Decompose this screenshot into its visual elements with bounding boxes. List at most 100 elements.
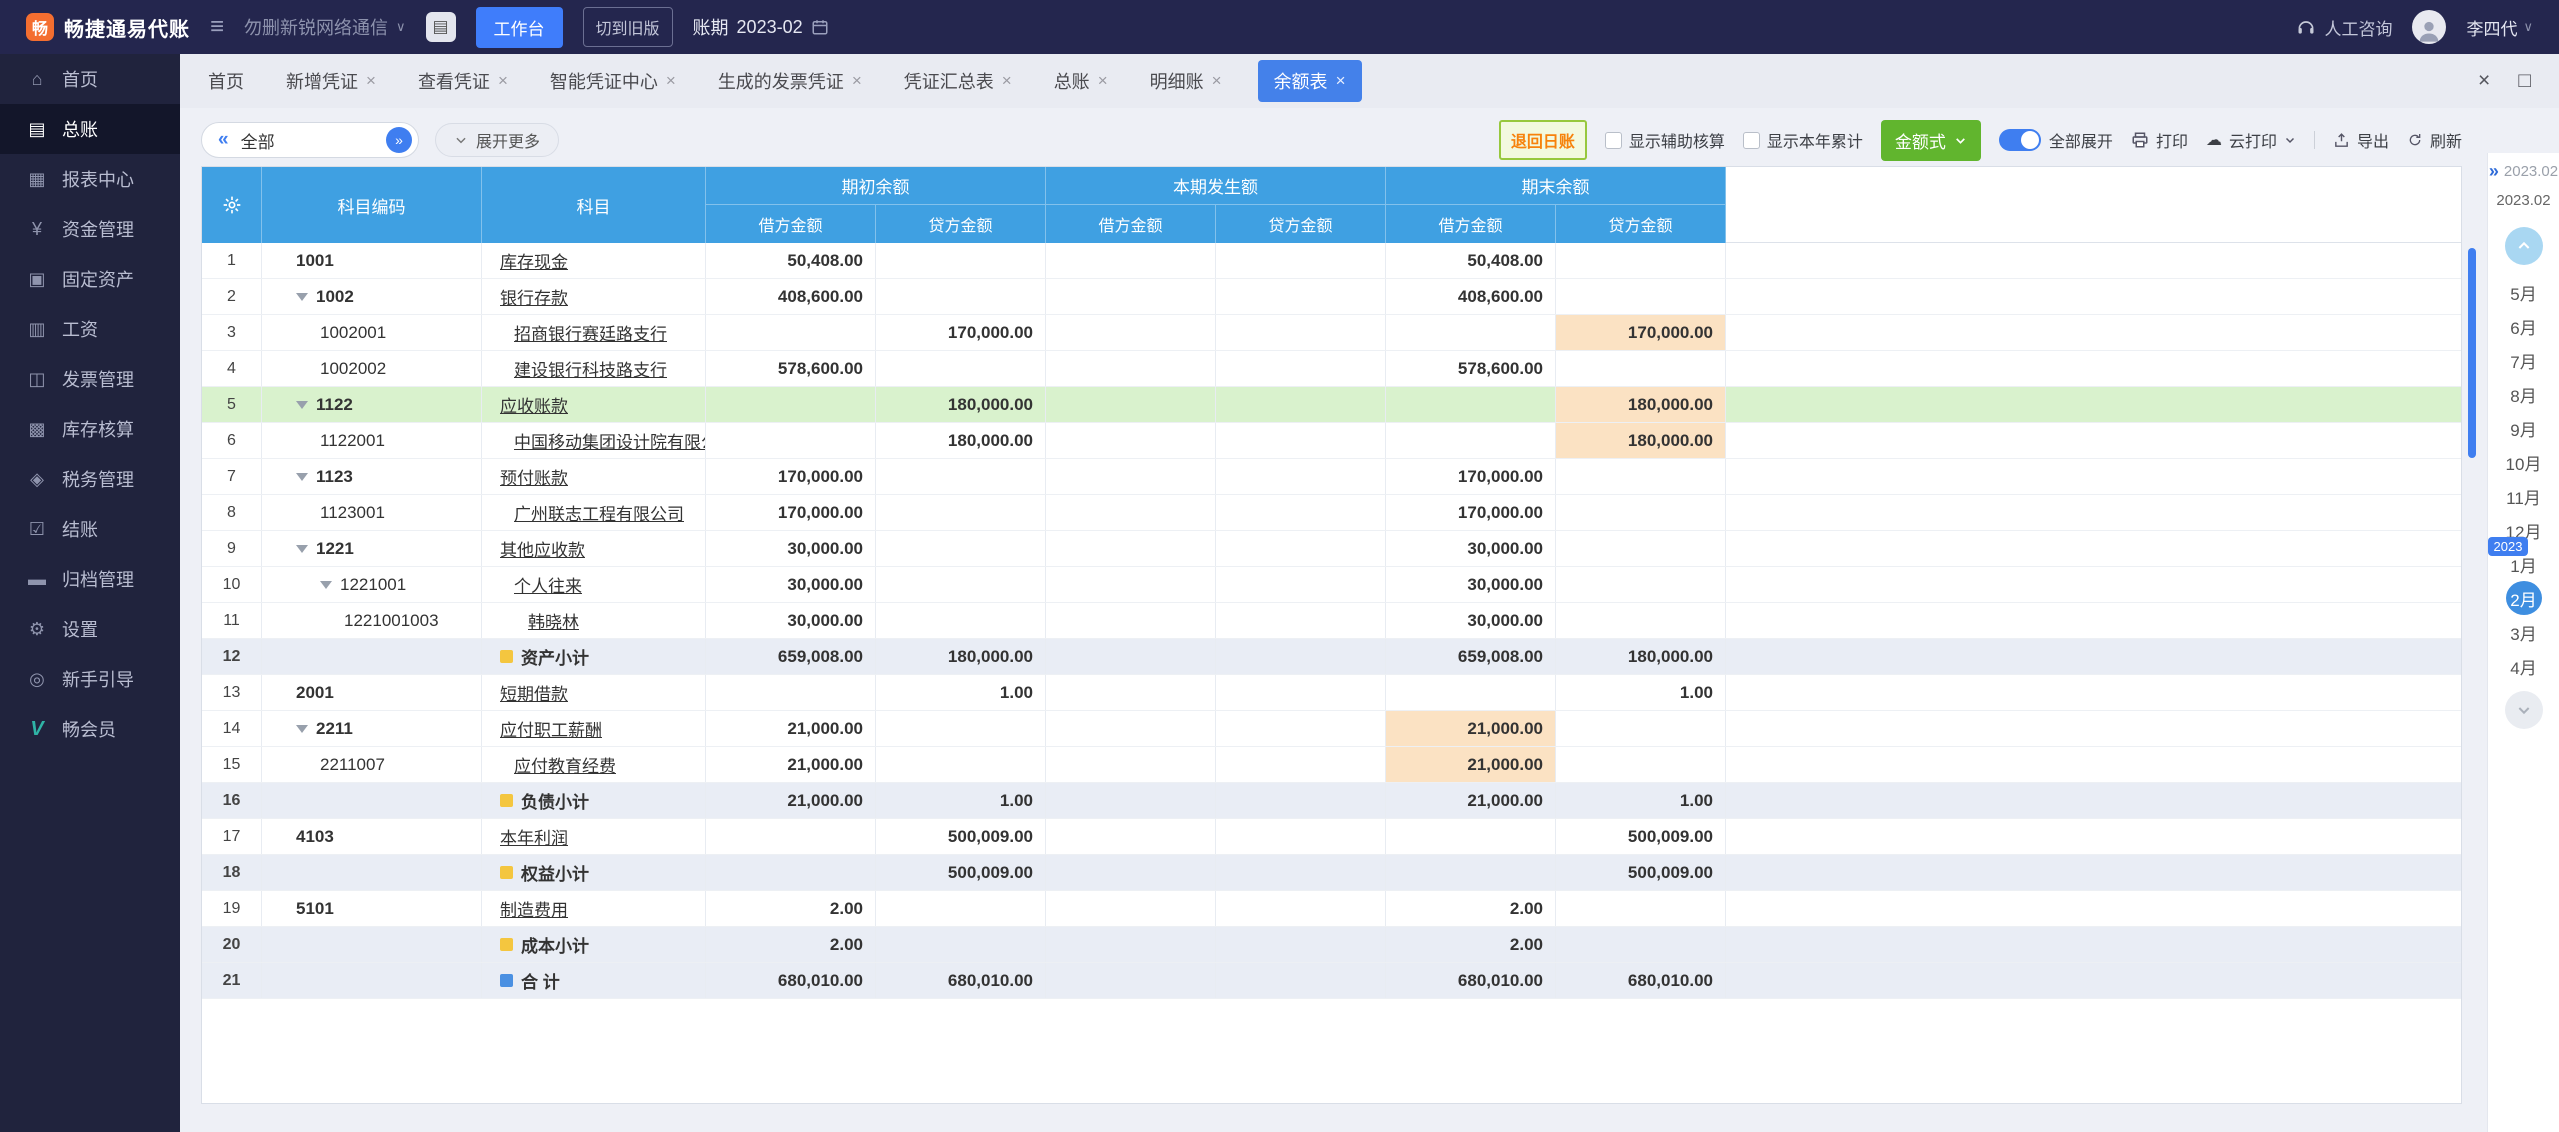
month-item-4月[interactable]: 4月 xyxy=(2510,658,2537,678)
month-item-2月[interactable]: 2月 xyxy=(2505,581,2542,615)
scroll-down-button[interactable] xyxy=(2504,691,2543,729)
tab-close-icon[interactable]: × xyxy=(665,71,676,90)
export-button[interactable]: 导出 xyxy=(2333,128,2389,152)
vertical-scrollbar-thumb[interactable] xyxy=(2468,248,2476,458)
table-row[interactable]: 5 1122 应收账款 180,000.00 180,000.00 xyxy=(202,387,2461,423)
table-row[interactable]: 1 1001 库存现金 50,408.00 50,408.00 xyxy=(202,243,2461,279)
tab-查看凭证[interactable]: 查看凭证 × xyxy=(412,60,514,102)
tab-close-icon[interactable]: × xyxy=(366,71,376,90)
table-row[interactable]: 10 1221001 个人往来 30,000.00 30,000.00 xyxy=(202,567,2461,603)
month-item-5月[interactable]: 5月 xyxy=(2510,284,2537,304)
checkbox-auxiliary[interactable]: 显示辅助核算 xyxy=(1604,128,1725,152)
month-item-10月[interactable]: 10月 xyxy=(2505,454,2542,474)
sidebar-item-固定资产[interactable]: ▣ 固定资产 xyxy=(0,254,180,304)
workbench-button[interactable]: 工作台 xyxy=(475,6,563,48)
col-header-subject[interactable]: 科目 xyxy=(482,167,706,243)
month-item-1月[interactable]: 1月 xyxy=(2510,556,2537,576)
sidebar-item-设置[interactable]: ⚙ 设置 xyxy=(0,604,180,654)
return-daily-button[interactable]: 退回日账 xyxy=(1498,120,1587,160)
tab-close-icon[interactable]: × xyxy=(1211,71,1222,90)
account-name-link[interactable]: 银行存款 xyxy=(500,289,568,308)
checkbox-icon[interactable] xyxy=(1742,131,1760,149)
tab-智能凭证中心[interactable]: 智能凭证中心 × xyxy=(544,60,682,102)
table-row[interactable]: 4 1002002 建设银行科技路支行 578,600.00 578,600.00 xyxy=(202,351,2461,387)
account-name-link[interactable]: 个人往来 xyxy=(514,577,582,596)
month-item-7月[interactable]: 7月 xyxy=(2510,352,2537,372)
month-item-12月[interactable]: 12月 xyxy=(2505,522,2542,542)
account-name-link[interactable]: 制造费用 xyxy=(500,901,568,920)
scroll-up-button[interactable] xyxy=(2504,227,2543,265)
month-item-11月[interactable]: 11月 xyxy=(2506,488,2541,508)
clipboard-icon[interactable]: ▤ xyxy=(425,12,456,42)
expand-all-toggle[interactable] xyxy=(1998,129,2041,151)
amount-style-button[interactable]: 金额式 xyxy=(1880,119,1981,161)
table-row[interactable]: 7 1123 预付账款 170,000.00 170,000.00 xyxy=(202,459,2461,495)
tab-close-icon[interactable]: × xyxy=(1335,71,1346,90)
tab-余额表[interactable]: 余额表 × xyxy=(1257,60,1362,102)
tab-凭证汇总表[interactable]: 凭证汇总表 × xyxy=(898,60,1018,102)
table-row[interactable]: 8 1123001 广州联志工程有限公司 170,000.00 170,000.00 xyxy=(202,495,2461,531)
table-row[interactable]: 13 2001 短期借款 1.00 1.00 xyxy=(202,675,2461,711)
sidebar-item-新手引导[interactable]: ◎ 新手引导 xyxy=(0,654,180,704)
table-row[interactable]: 18 权益小计 500,009.00 500,009.00 xyxy=(202,855,2461,891)
sidebar-item-报表中心[interactable]: ▦ 报表中心 xyxy=(0,154,180,204)
sidebar-item-归档管理[interactable]: ▬ 归档管理 xyxy=(0,554,180,604)
account-name-link[interactable]: 本年利润 xyxy=(500,829,568,848)
expand-triangle-icon[interactable] xyxy=(296,400,308,409)
expand-more-button[interactable]: 展开更多 xyxy=(435,123,560,157)
account-name-link[interactable]: 库存现金 xyxy=(500,253,568,272)
forward-icon[interactable]: » xyxy=(386,127,412,153)
month-item-3月[interactable]: 3月 xyxy=(2510,624,2537,644)
account-name-link[interactable]: 应收账款 xyxy=(500,397,568,416)
account-name-link[interactable]: 广州联志工程有限公司 xyxy=(514,505,684,524)
sidebar-item-库存核算[interactable]: ▩ 库存核算 xyxy=(0,404,180,454)
period-selector[interactable]: 账期 2023-02 xyxy=(693,14,829,40)
table-row[interactable]: 16 负债小计 21,000.00 1.00 21,000.00 1.00 xyxy=(202,783,2461,819)
table-row[interactable]: 17 4103 本年利润 500,009.00 500,009.00 xyxy=(202,819,2461,855)
user-menu[interactable]: 李四代 ∨ xyxy=(2466,15,2533,40)
expand-triangle-icon[interactable] xyxy=(296,544,308,553)
back-icon[interactable]: « xyxy=(218,129,229,150)
sidebar-item-资金管理[interactable]: ¥ 资金管理 xyxy=(0,204,180,254)
table-row[interactable]: 6 1122001 中国移动集团设计院有限公司划 180,000.00 180,000.… xyxy=(202,423,2461,459)
sidebar-item-首页[interactable]: ⌂ 首页 xyxy=(0,54,180,104)
account-name-link[interactable]: 其他应收款 xyxy=(500,541,585,560)
account-name-link[interactable]: 中国移动集团设计院有限公司划 xyxy=(514,433,705,452)
tab-明细账[interactable]: 明细账 × xyxy=(1144,60,1228,102)
month-item-8月[interactable]: 8月 xyxy=(2510,386,2537,406)
sidebar-item-工资[interactable]: ▥ 工资 xyxy=(0,304,180,354)
account-name-link[interactable]: 建设银行科技路支行 xyxy=(514,361,667,380)
tab-close-icon[interactable]: × xyxy=(1001,71,1012,90)
account-name-link[interactable]: 招商银行赛廷路支行 xyxy=(514,325,667,344)
tab-首页[interactable]: 首页 xyxy=(202,60,250,102)
account-filter[interactable]: « 全部 » xyxy=(201,122,419,158)
tab-close-icon[interactable]: × xyxy=(851,71,862,90)
table-settings-cell[interactable] xyxy=(202,167,262,243)
collapse-panel-icon[interactable]: » xyxy=(2488,161,2499,181)
expand-triangle-icon[interactable] xyxy=(320,580,332,589)
expand-triangle-icon[interactable] xyxy=(296,292,308,301)
table-row[interactable]: 12 资产小计 659,008.00 180,000.00 659,008.00 180,… xyxy=(202,639,2461,675)
account-name-link[interactable]: 预付账款 xyxy=(500,469,568,488)
sidebar-item-结账[interactable]: ☑ 结账 xyxy=(0,504,180,554)
tab-新增凭证[interactable]: 新增凭证 × xyxy=(280,60,382,102)
account-name-link[interactable]: 应付教育经费 xyxy=(514,757,616,776)
col-header-code[interactable]: 科目编码 xyxy=(262,167,482,243)
switch-old-version-button[interactable]: 切到旧版 xyxy=(582,7,673,47)
account-name-link[interactable]: 短期借款 xyxy=(500,685,568,704)
table-row[interactable]: 19 5101 制造费用 2.00 2.00 xyxy=(202,891,2461,927)
menu-icon[interactable]: ≡ xyxy=(210,13,225,40)
table-row[interactable]: 20 成本小计 2.00 2.00 xyxy=(202,927,2461,963)
table-row[interactable]: 3 1002001 招商银行赛廷路支行 170,000.00 170,000.00 xyxy=(202,315,2461,351)
table-row[interactable]: 14 2211 应付职工薪酬 21,000.00 21,000.00 xyxy=(202,711,2461,747)
tab-生成的发票凭证[interactable]: 生成的发票凭证 × xyxy=(712,60,868,102)
tab-close-icon[interactable]: × xyxy=(497,71,508,90)
cloud-print-button[interactable]: ☁ 云打印 xyxy=(2206,128,2296,152)
print-button[interactable]: 打印 xyxy=(2131,128,2188,152)
month-item-6月[interactable]: 6月 xyxy=(2510,318,2537,338)
table-row[interactable]: 9 1221 其他应收款 30,000.00 30,000.00 xyxy=(202,531,2461,567)
sidebar-item-发票管理[interactable]: ◫ 发票管理 xyxy=(0,354,180,404)
sidebar-item-税务管理[interactable]: ◈ 税务管理 xyxy=(0,454,180,504)
checkbox-ytd[interactable]: 显示本年累计 xyxy=(1742,128,1863,152)
support-link[interactable]: 人工咨询 xyxy=(2296,15,2392,40)
